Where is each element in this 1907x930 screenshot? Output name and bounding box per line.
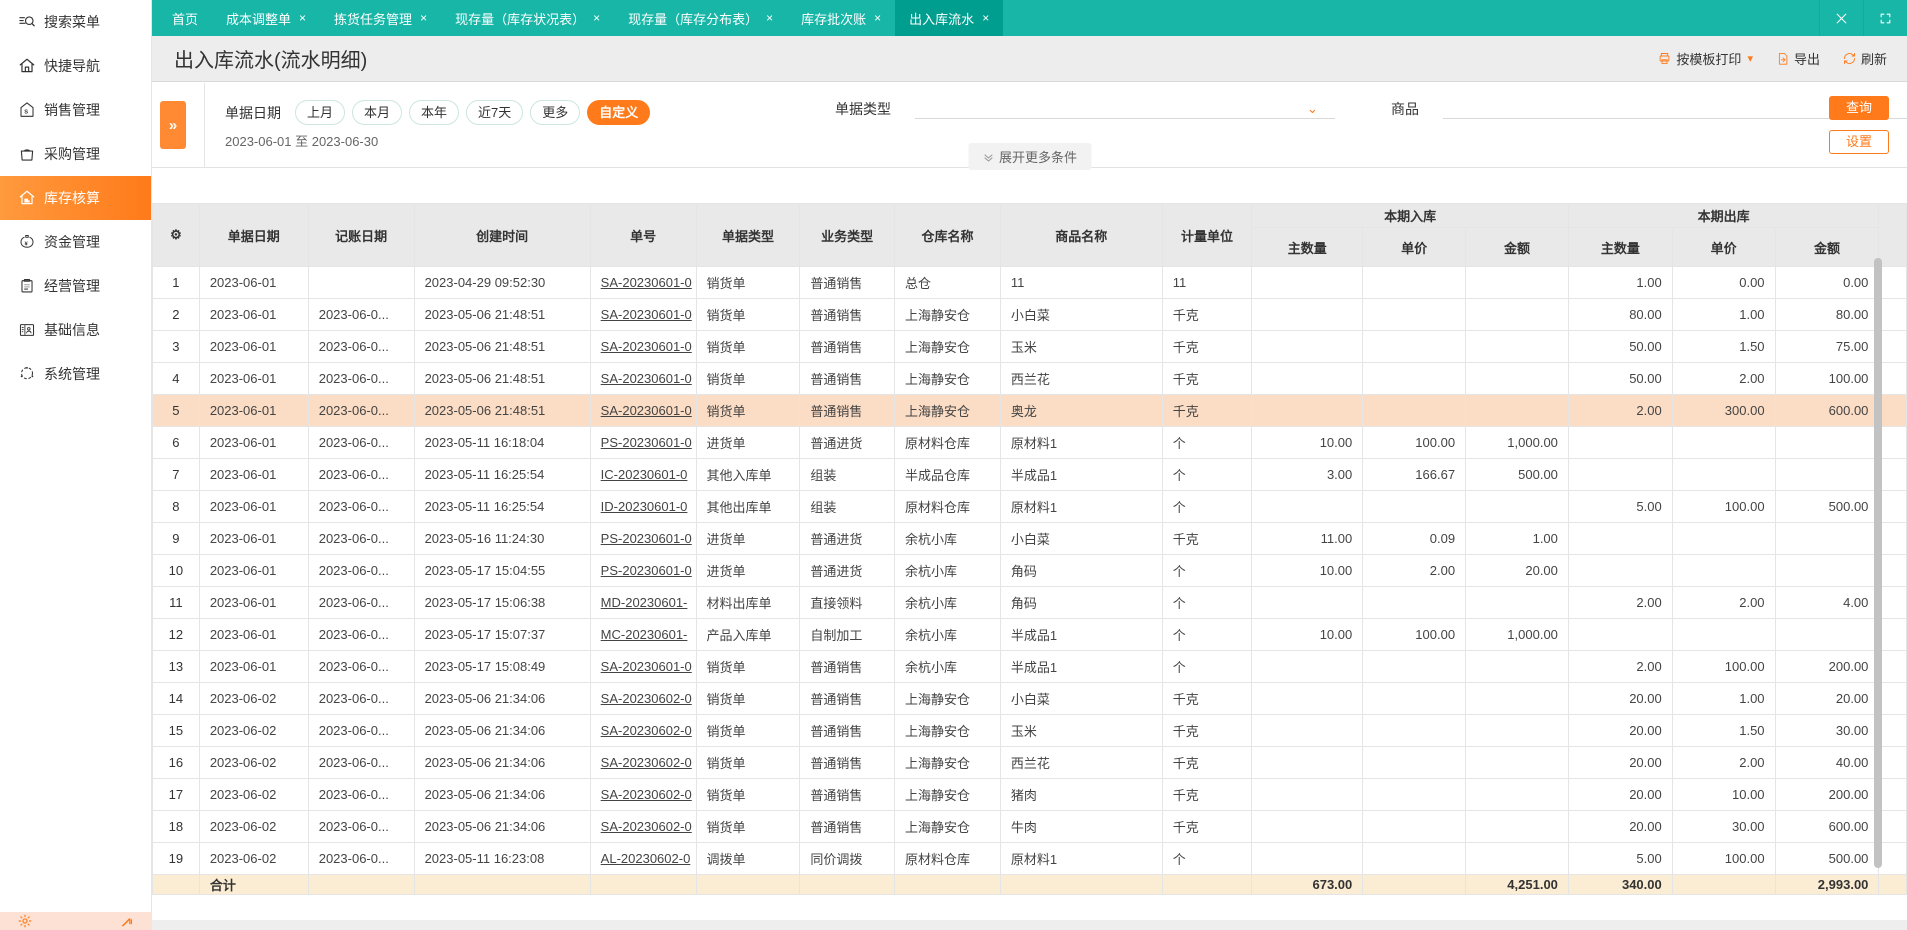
svg-text:¥: ¥ [25,242,29,248]
svg-text:S: S [24,109,28,115]
